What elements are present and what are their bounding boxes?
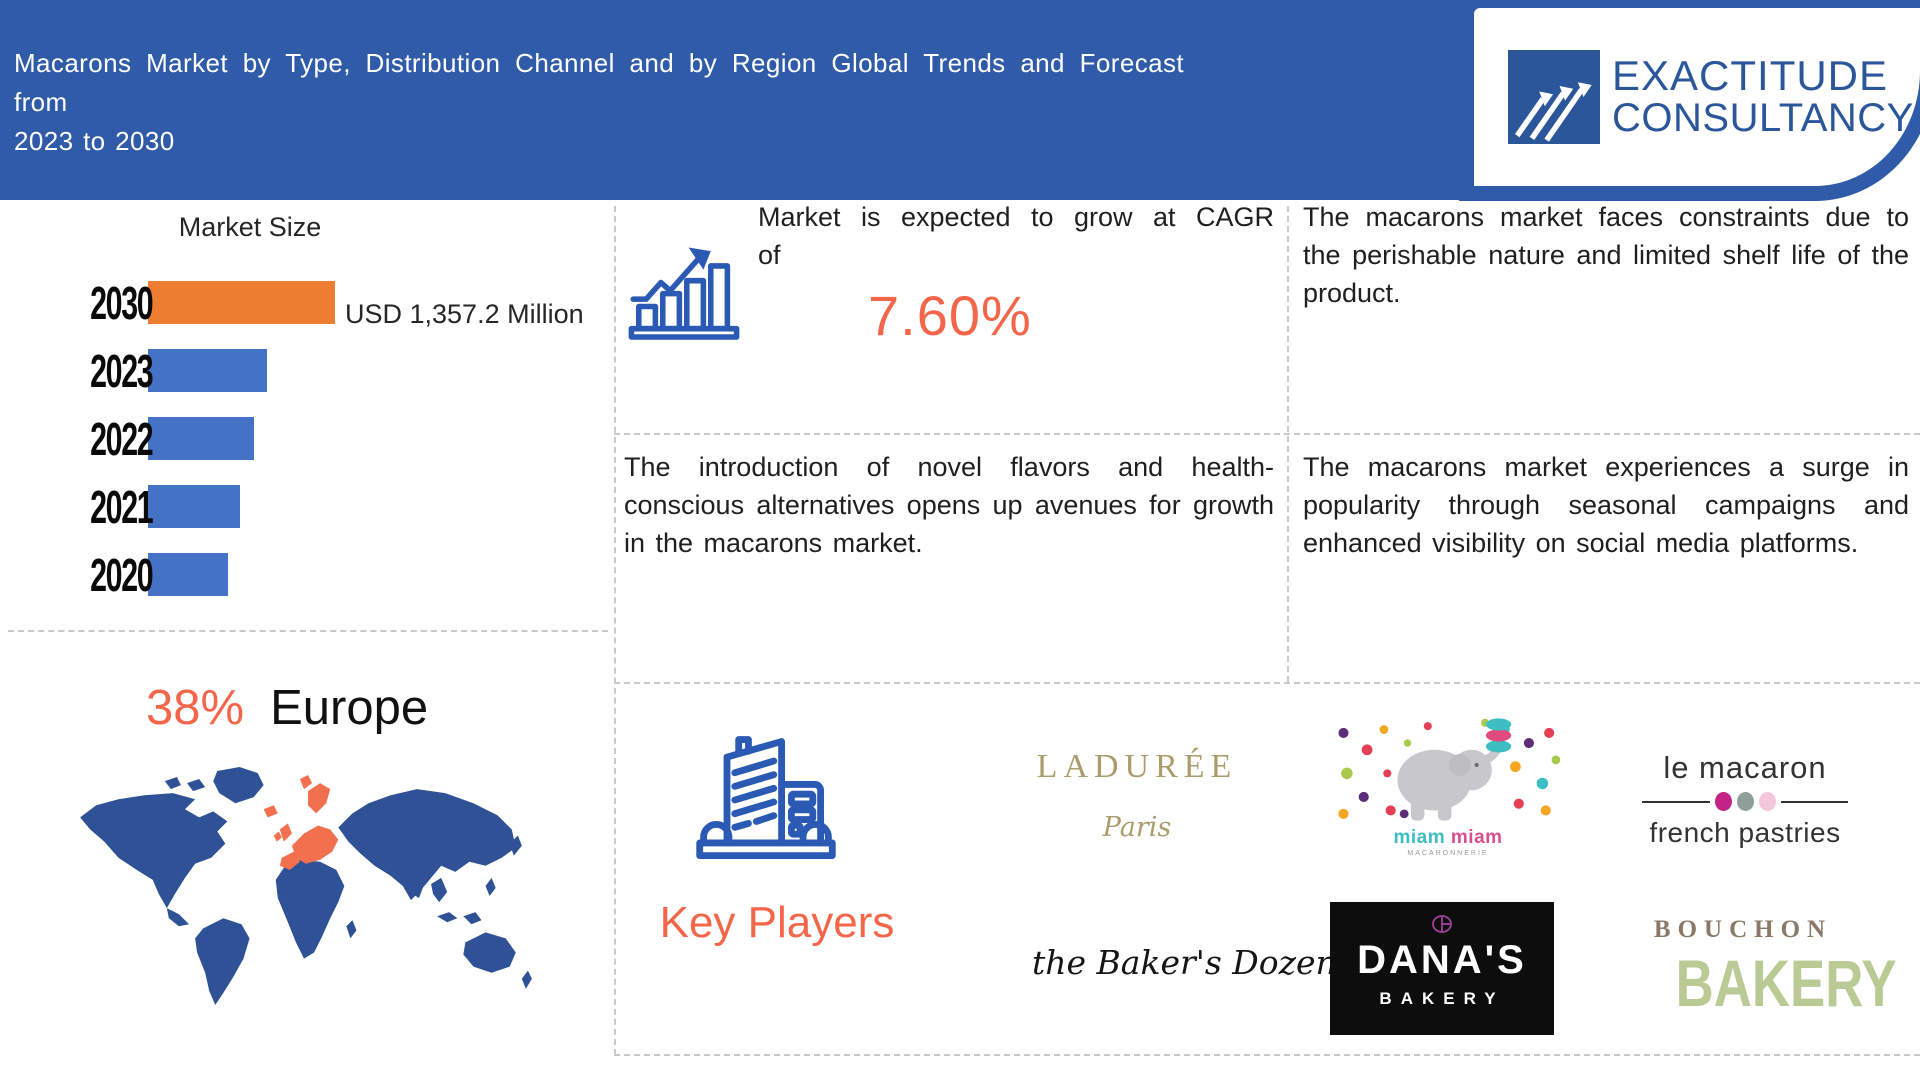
laduree-wordmark: LADURÉE (1036, 748, 1238, 785)
le-macaron-dots (1642, 792, 1848, 811)
bar-label-2023: 2023 (90, 344, 154, 397)
header-bar: Macarons Market by Type, Distribution Ch… (0, 0, 1920, 200)
key-players-heading: Key Players (659, 898, 895, 947)
europe-highlight (263, 775, 339, 870)
cagr-statement-line2: of (758, 240, 781, 270)
page-title-line2: 2023 to 2030 (14, 126, 175, 156)
bar-2023 (148, 349, 267, 392)
brand-bakers-dozen: the Baker's Dozen® (1032, 943, 1348, 982)
bar-row: 2021 (58, 481, 335, 533)
le-macaron-wordmark: le macaron (1663, 750, 1827, 785)
region-share-value: 38% (146, 681, 245, 735)
divider-horizontal-1 (614, 433, 1920, 435)
cagr-statement-line1: Market is expected to grow at CAGR (758, 202, 1274, 232)
bar-label-2022: 2022 (90, 412, 154, 465)
logo-arrows-icon (1508, 50, 1600, 144)
world-map (66, 764, 540, 1018)
cagr-value: 7.60% (868, 284, 1032, 347)
market-size-bar-chart: 2030 2023 2022 2021 2020 (58, 277, 335, 621)
market-size-data-label: USD 1,357.2 Million (345, 299, 584, 329)
insight-opportunity: The introduction of novel flavors and he… (624, 452, 1274, 558)
brand-le-macaron: le macaron french pastries (1642, 750, 1848, 849)
company-logo: EXACTITUDE CONSULTANCY (1474, 8, 1920, 186)
page-title-line1: Macarons Market by Type, Distribution Ch… (14, 48, 1184, 117)
brand-danas-bakery: DANA'S BAKERY (1330, 902, 1554, 1035)
logo-wordmark: EXACTITUDE CONSULTANCY (1612, 54, 1914, 139)
danas-subtitle: BAKERY (1379, 989, 1505, 1008)
bar-label-2030: 2030 (90, 276, 154, 329)
miam-miam-wordmark: miam miam (1393, 827, 1503, 848)
bar-row: 2023 (58, 345, 335, 397)
bar-row: 2022 (58, 413, 335, 465)
bouchon-wordmark: BOUCHON (1653, 916, 1833, 943)
region-name: Europe (270, 681, 429, 735)
miam-miam-subtitle: MACARONNERIE (1407, 850, 1489, 857)
bar-label-2021: 2021 (90, 480, 154, 533)
divider-horizontal-2 (614, 682, 1920, 684)
le-macaron-subtitle: french pastries (1649, 817, 1841, 848)
bar-row: 2030 (58, 277, 335, 329)
bar-2022 (148, 417, 254, 460)
growth-chart-icon (624, 228, 744, 355)
divider-horizontal-left-column (8, 630, 608, 632)
bar-2030 (148, 281, 335, 324)
cagr-statement: Market is expected to grow at CAGR of (758, 198, 1274, 274)
bar-label-2020: 2020 (90, 548, 154, 601)
divider-vertical-middle (1287, 206, 1289, 682)
page-title: Macarons Market by Type, Distribution Ch… (14, 44, 1184, 161)
divider-horizontal-bottom (614, 1054, 1920, 1056)
chart-title: Market Size (178, 212, 322, 242)
danas-monogram-icon (1330, 912, 1554, 936)
insight-trend: The macarons market experiences a surge … (1303, 452, 1909, 558)
building-icon (688, 726, 844, 881)
insight-restraint: The macarons market faces constraints du… (1303, 202, 1909, 308)
divider-vertical-left (614, 206, 616, 1055)
logo-line2: CONSULTANCY (1612, 96, 1914, 141)
danas-wordmark: DANA'S (1357, 938, 1527, 982)
elephant-illustration (1330, 716, 1566, 829)
bar-2020 (148, 553, 228, 596)
logo-line1: EXACTITUDE (1612, 52, 1889, 100)
brand-bouchon-bakery: BOUCHON BAKERY (1648, 916, 1897, 1020)
bar-2021 (148, 485, 240, 528)
laduree-city: Paris (1102, 812, 1172, 843)
bouchon-subtitle: BAKERY (1675, 946, 1897, 1020)
region-share: 38% Europe (146, 680, 428, 736)
brand-laduree: LADURÉE Paris (1032, 748, 1242, 843)
brand-miam-miam: miam miam MACARONNERIE (1330, 716, 1566, 857)
bar-row: 2020 (58, 549, 335, 601)
